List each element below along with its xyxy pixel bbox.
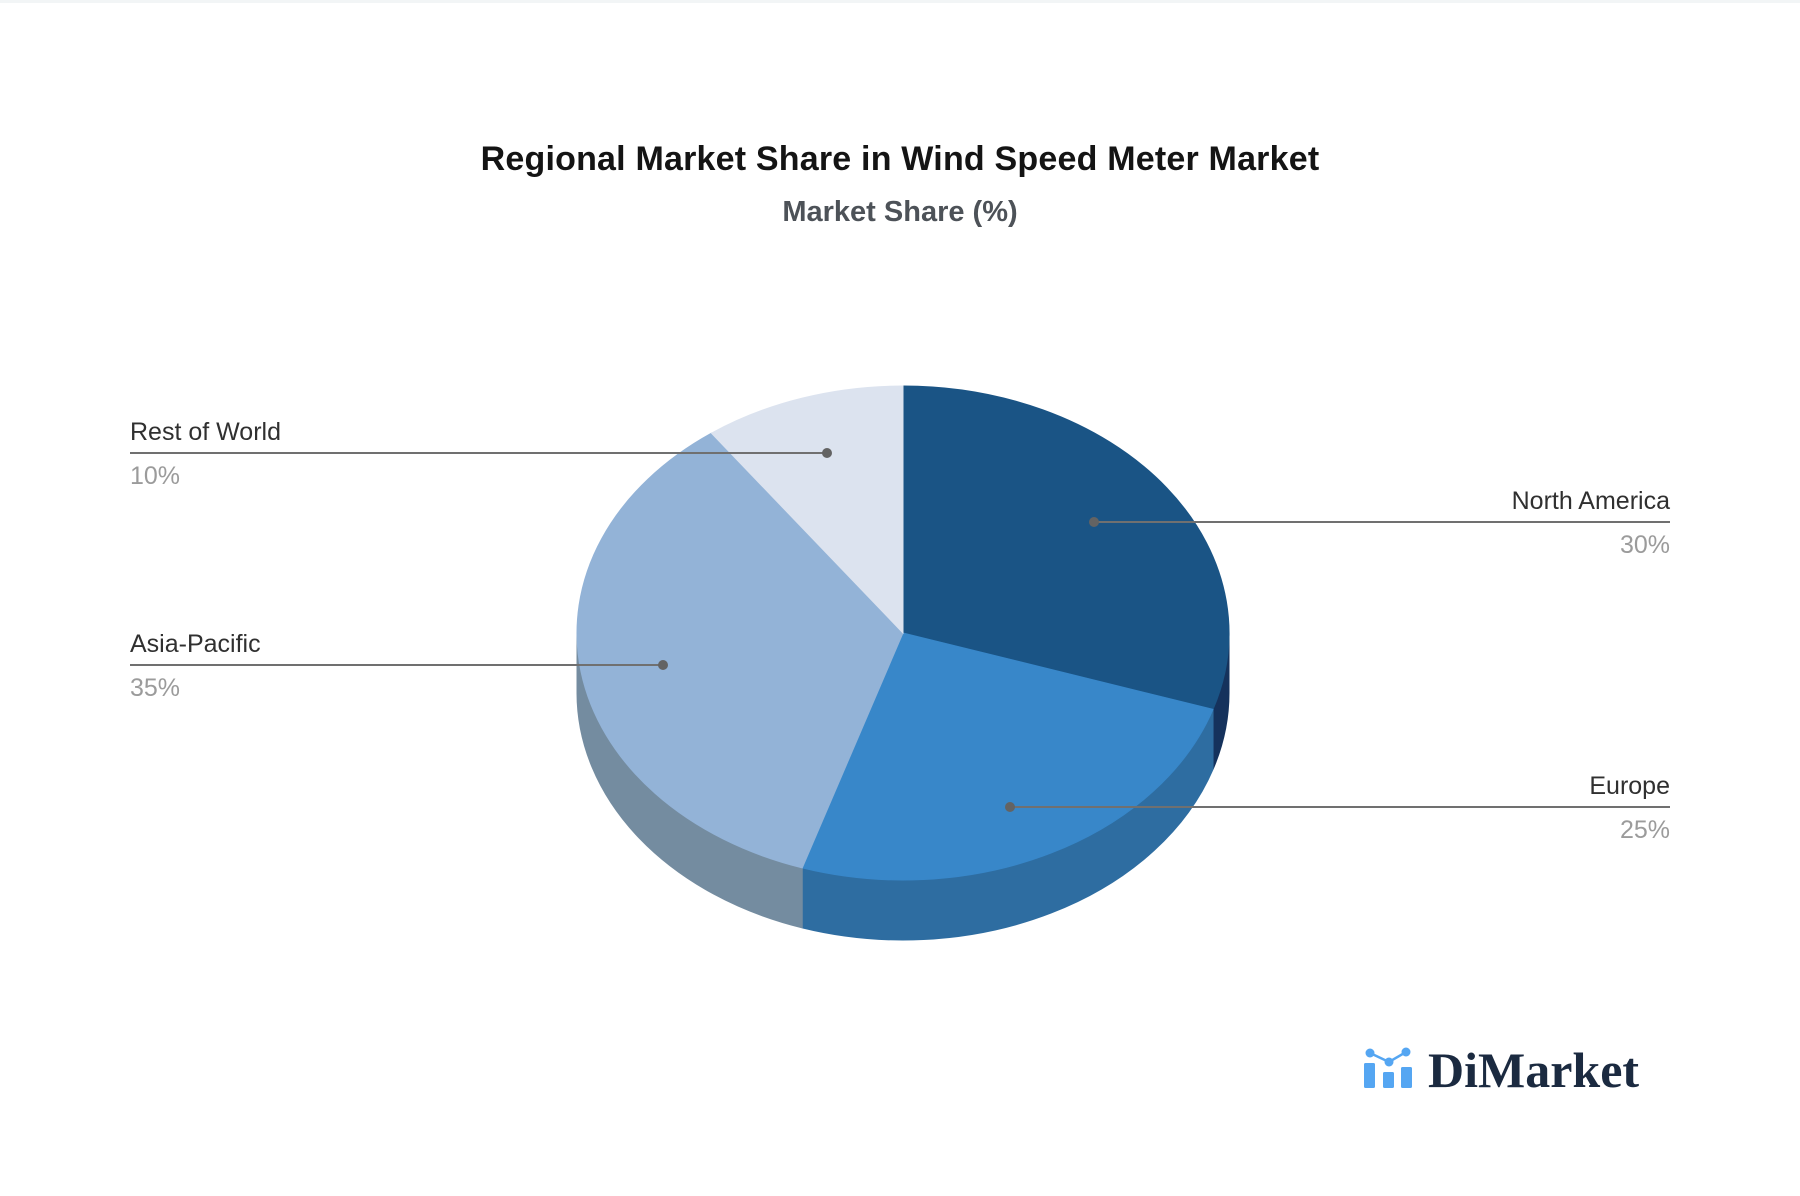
- slice-value: 25%: [1619, 816, 1670, 844]
- callout-asia-pacific: Asia-Pacific 35%: [130, 629, 261, 704]
- chart-title: Regional Market Share in Wind Speed Mete…: [480, 140, 1320, 178]
- slice-label: Rest of World: [130, 418, 281, 446]
- leader-dot: [822, 448, 832, 458]
- dimarket-logo-icon: [1364, 1047, 1412, 1088]
- pie-slice: [902, 385, 1230, 710]
- callout-north-america: North America 30%: [1512, 486, 1670, 561]
- pie-slice: [576, 432, 904, 869]
- slice-label: Asia-Pacific: [130, 630, 261, 658]
- callout-europe: Europe 25%: [1589, 771, 1670, 846]
- top-border: [0, 0, 1800, 3]
- slice-value: 10%: [130, 462, 181, 490]
- slice-label: North America: [1511, 487, 1670, 515]
- pie-slice: [710, 385, 904, 635]
- slice-label: Europe: [1589, 772, 1670, 800]
- leader-dot: [658, 660, 668, 670]
- slice-value: 30%: [1619, 531, 1670, 559]
- dimarket-logo-text: DiMarket: [1428, 1042, 1640, 1098]
- leader-dot: [1089, 517, 1099, 527]
- pie-slice: [801, 632, 1214, 881]
- slice-value: 35%: [130, 674, 181, 702]
- callout-rest-of-world: Rest of World 10%: [130, 417, 281, 492]
- leader-dot: [1005, 802, 1015, 812]
- chart-subtitle: Market Share (%): [782, 196, 1018, 228]
